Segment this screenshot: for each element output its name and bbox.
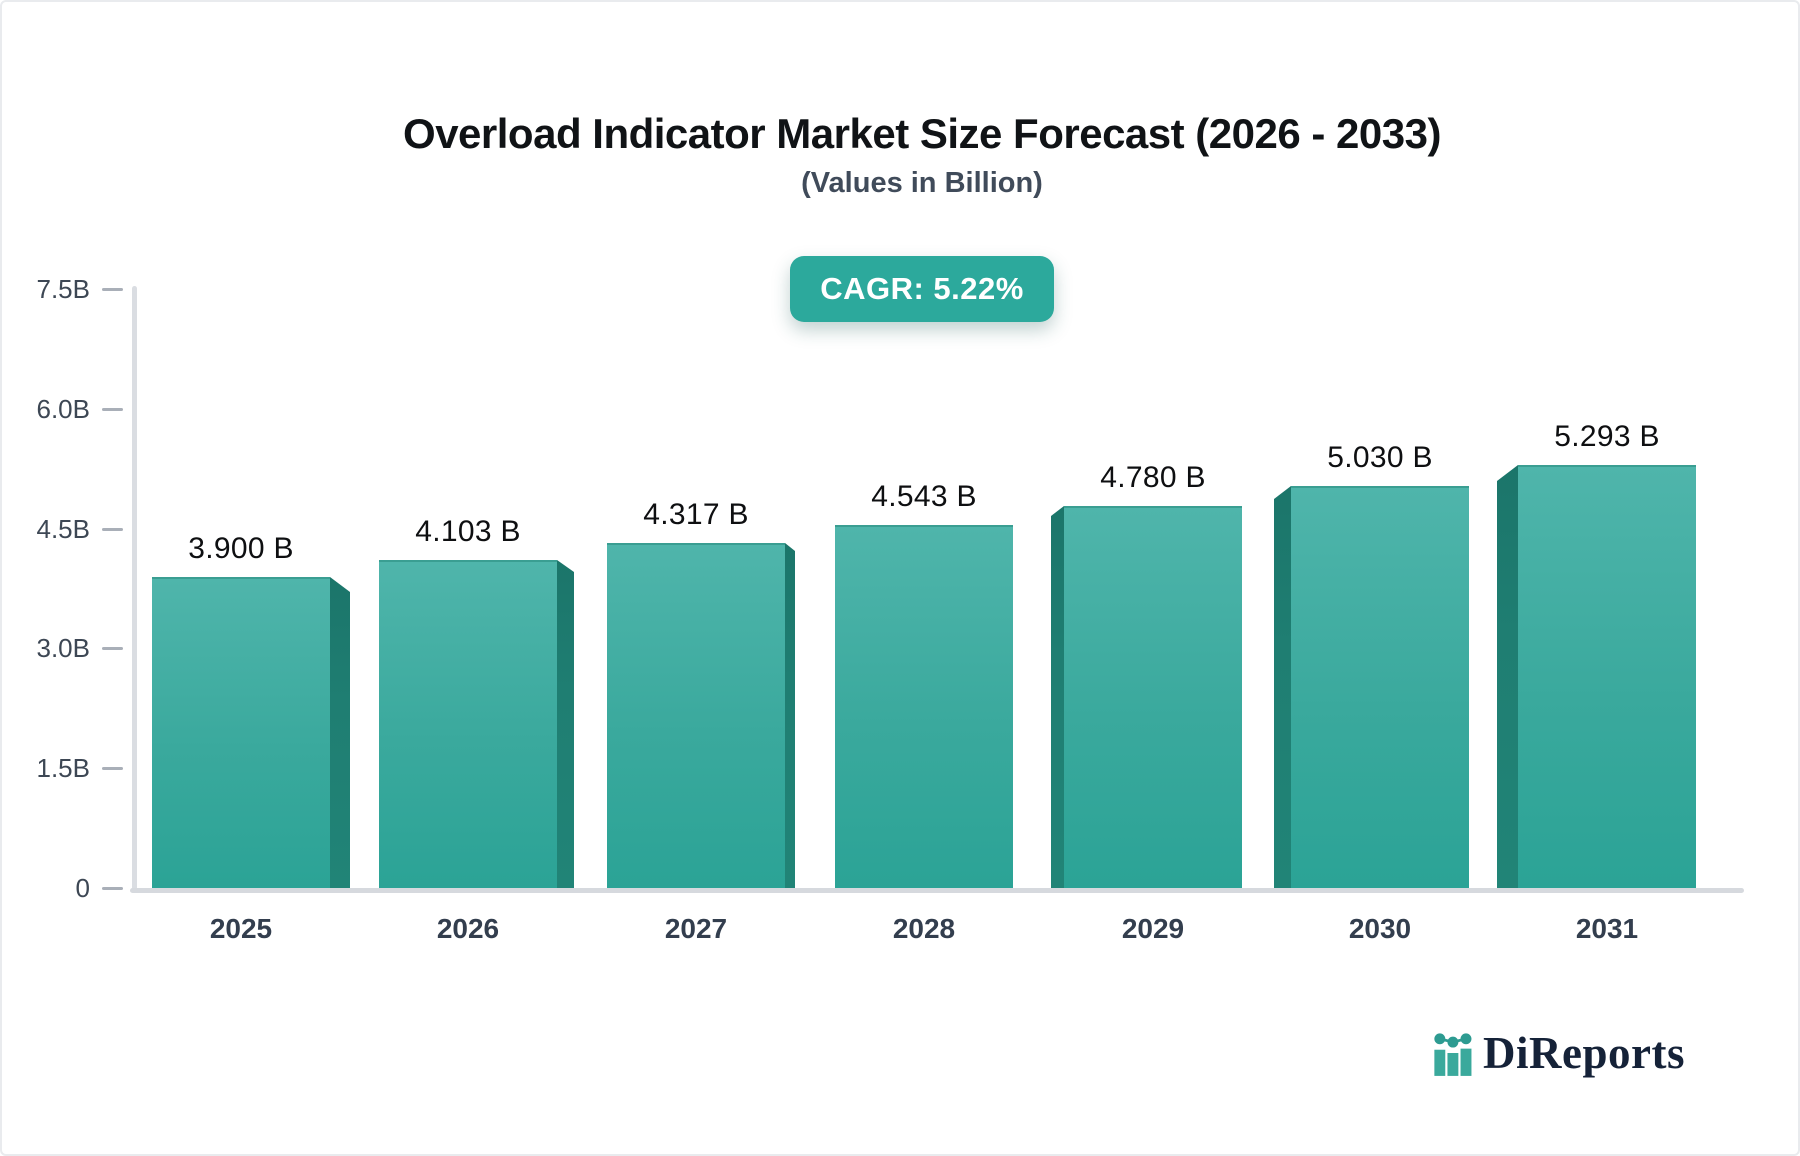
y-axis-tick-mark [102,527,123,531]
y-axis-tick-mark [102,767,123,771]
cagr-badge: CAGR: 5.22% [790,256,1054,323]
bar-2025[interactable] [152,577,330,888]
logo-text: DiReports [1483,1028,1685,1078]
bar-2031[interactable] [1518,465,1696,888]
y-axis-tick-label: 6.0B [36,393,91,424]
y-axis-tick-mark [102,288,123,291]
chart-subtitle: (Values in Billion) [801,167,1043,200]
bar-3d-side [1274,486,1291,888]
bar-value-label: 5.030 B [1327,441,1433,474]
x-axis-label: 2027 [664,913,728,944]
y-axis-tick-mark [102,647,123,651]
x-axis-label: 2031 [1575,913,1639,944]
x-axis-baseline [130,888,1744,893]
bar-value-label: 3.900 B [188,532,294,565]
bar-value-label: 4.317 B [643,498,749,531]
chart-header: Overload Indicator Market Size Forecast … [46,110,1798,323]
bar-value-label: 4.543 B [871,480,977,513]
bar-2030[interactable] [1291,486,1469,888]
bar-3d-side [1051,506,1064,888]
y-axis-tick-mark [102,407,123,411]
x-axis-label: 2029 [1121,913,1185,944]
x-axis-label: 2025 [209,913,273,944]
logo-chart-icon [1434,1033,1472,1076]
y-axis-tick-label: 3.0B [36,633,91,664]
y-axis-tick-label: 0 [75,873,90,903]
y-axis-tick-label: 4.5B [36,513,91,544]
y-axis-line [132,286,137,890]
x-axis-label: 2030 [1348,913,1412,944]
bar-3d-side [785,543,795,888]
bar-2027[interactable] [607,543,785,888]
bar-3d-side [557,560,574,888]
chart-title: Overload Indicator Market Size Forecast … [403,110,1441,157]
bar-value-label: 4.103 B [415,515,521,548]
bar-2028[interactable] [835,525,1013,888]
bar-3d-side [330,577,350,888]
x-axis-label: 2028 [892,913,956,944]
bar-value-label: 4.780 B [1100,461,1206,494]
bar-value-label: 5.293 B [1554,420,1660,453]
bar-3d-side [1497,465,1518,888]
y-axis-tick-mark [102,887,123,890]
bar-2029[interactable] [1064,506,1242,888]
x-axis-label: 2026 [436,913,500,944]
y-axis-tick-label: 1.5B [36,753,91,784]
bar-2026[interactable] [379,560,557,888]
y-axis-tick-label: 7.5B [36,274,91,304]
direports-logo[interactable]: DiReports [1430,1030,1685,1076]
